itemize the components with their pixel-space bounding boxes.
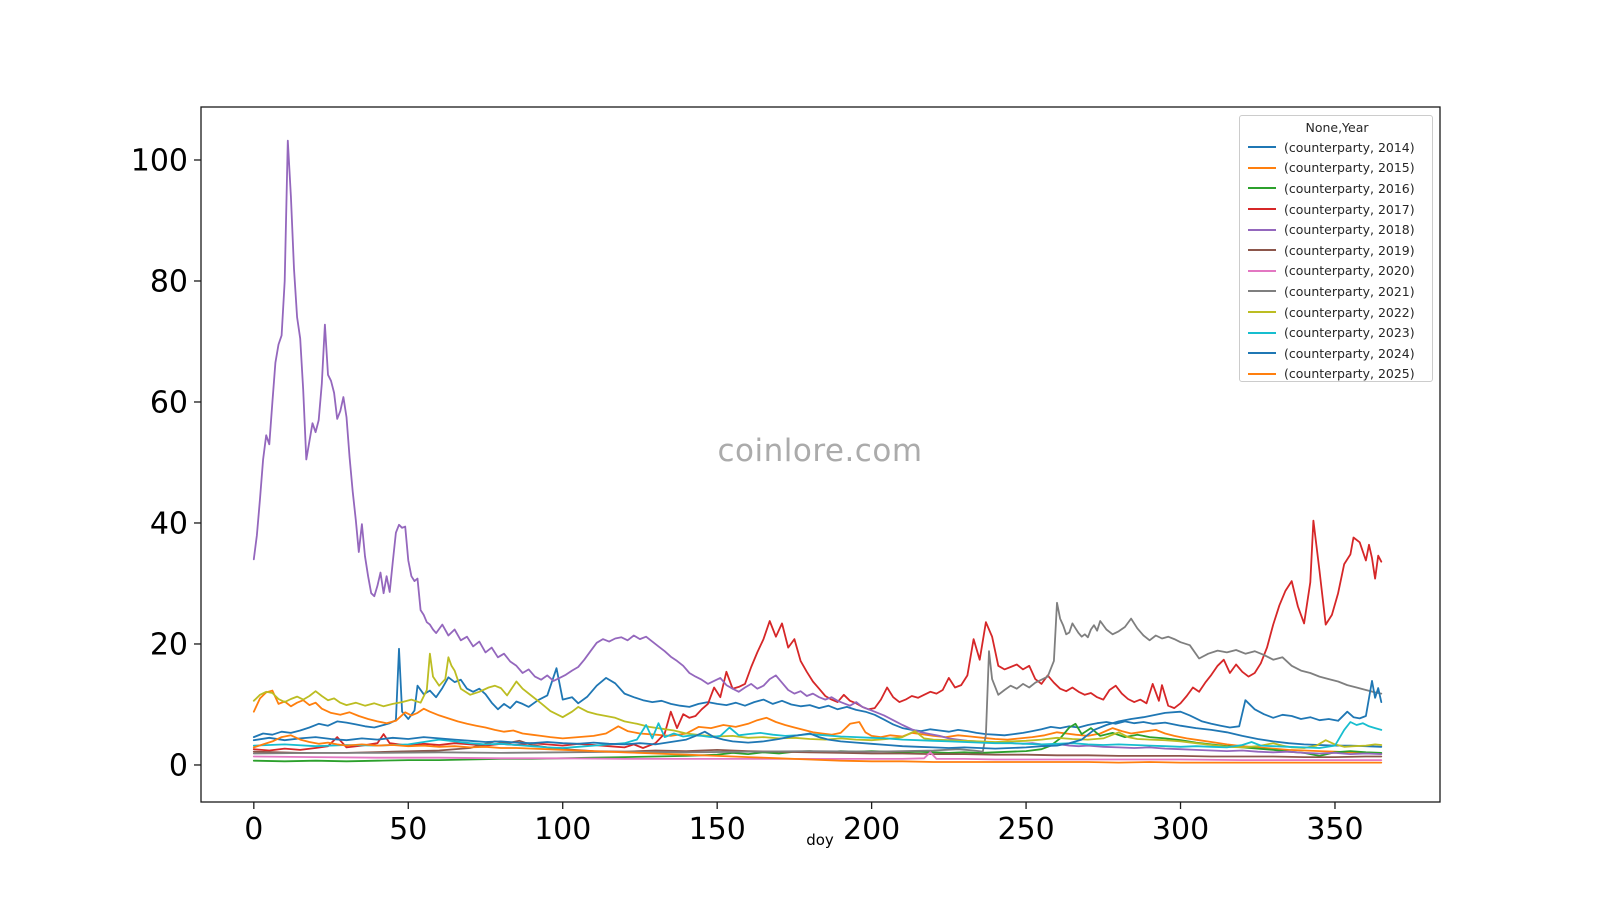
legend-line-swatch <box>1248 146 1276 149</box>
x-tick-label-250: 250 <box>997 812 1054 847</box>
series-line-2014 <box>252 647 1383 748</box>
legend-item-label: (counterparty, 2024) <box>1284 345 1415 361</box>
series-line-2021 <box>252 601 1383 755</box>
y-tick-label-80: 80 <box>150 264 188 299</box>
legend-item-label: (counterparty, 2019) <box>1284 242 1415 258</box>
legend-item-2020: (counterparty, 2020) <box>1248 261 1426 282</box>
y-tick-label-100: 100 <box>131 143 188 178</box>
y-tick-label-60: 60 <box>150 385 188 420</box>
legend-line-swatch <box>1248 166 1276 169</box>
plot-border <box>200 106 1441 803</box>
legend-item-2024: (counterparty, 2024) <box>1248 343 1426 364</box>
legend-item-2025: (counterparty, 2025) <box>1248 364 1426 385</box>
legend-item-2017: (counterparty, 2017) <box>1248 199 1426 220</box>
legend-item-label: (counterparty, 2021) <box>1284 283 1415 299</box>
legend-item-label: (counterparty, 2025) <box>1284 366 1415 382</box>
legend-item-label: (counterparty, 2015) <box>1284 160 1415 176</box>
x-tick-label-50: 50 <box>389 812 427 847</box>
legend-line-swatch <box>1248 372 1276 375</box>
legend-item-label: (counterparty, 2018) <box>1284 222 1415 238</box>
legend-line-swatch <box>1248 249 1276 252</box>
legend-item-2019: (counterparty, 2019) <box>1248 240 1426 261</box>
series-line-2025 <box>252 734 1383 764</box>
legend: None,Year (counterparty, 2014) (counterpa… <box>1239 115 1433 382</box>
legend-item-2015: (counterparty, 2015) <box>1248 158 1426 179</box>
x-tick-label-100: 100 <box>534 812 591 847</box>
legend-item-label: (counterparty, 2017) <box>1284 201 1415 217</box>
y-tick-label-0: 0 <box>169 748 188 783</box>
legend-item-2022: (counterparty, 2022) <box>1248 302 1426 323</box>
series-line-2023 <box>252 721 1383 749</box>
x-tick-label-0: 0 <box>244 812 263 847</box>
legend-line-swatch <box>1248 187 1276 190</box>
legend-line-swatch <box>1248 311 1276 314</box>
series-line-2024 <box>252 680 1383 750</box>
series-line-2022 <box>252 652 1383 749</box>
legend-line-swatch <box>1248 290 1276 293</box>
legend-item-2021: (counterparty, 2021) <box>1248 281 1426 302</box>
legend-title: None,Year <box>1305 120 1369 135</box>
legend-item-label: (counterparty, 2020) <box>1284 263 1415 279</box>
x-tick-label-350: 350 <box>1306 812 1363 847</box>
legend-item-label: (counterparty, 2022) <box>1284 304 1415 320</box>
legend-line-swatch <box>1248 228 1276 231</box>
x-tick-label-300: 300 <box>1152 812 1209 847</box>
legend-line-swatch <box>1248 352 1276 355</box>
y-tick-label-40: 40 <box>150 506 188 541</box>
legend-item-2016: (counterparty, 2016) <box>1248 178 1426 199</box>
legend-line-swatch <box>1248 331 1276 334</box>
series-line-2017 <box>252 519 1383 752</box>
legend-items: (counterparty, 2014) (counterparty, 2015)… <box>1248 137 1426 384</box>
legend-item-label: (counterparty, 2023) <box>1284 325 1415 341</box>
legend-item-label: (counterparty, 2016) <box>1284 180 1415 196</box>
legend-item-label: (counterparty, 2014) <box>1284 139 1415 155</box>
legend-item-2014: (counterparty, 2014) <box>1248 137 1426 158</box>
watermark: coinlore.com <box>717 433 923 469</box>
y-tick-label-20: 20 <box>150 627 188 662</box>
legend-line-swatch <box>1248 208 1276 211</box>
legend-item-2018: (counterparty, 2018) <box>1248 219 1426 240</box>
series-line-2015 <box>252 689 1383 755</box>
series-line-2020 <box>252 751 1383 761</box>
x-tick-label-150: 150 <box>689 812 746 847</box>
x-tick-label-200: 200 <box>843 812 900 847</box>
x-axis-label: doy <box>806 831 834 849</box>
legend-item-2023: (counterparty, 2023) <box>1248 322 1426 343</box>
legend-line-swatch <box>1248 269 1276 272</box>
